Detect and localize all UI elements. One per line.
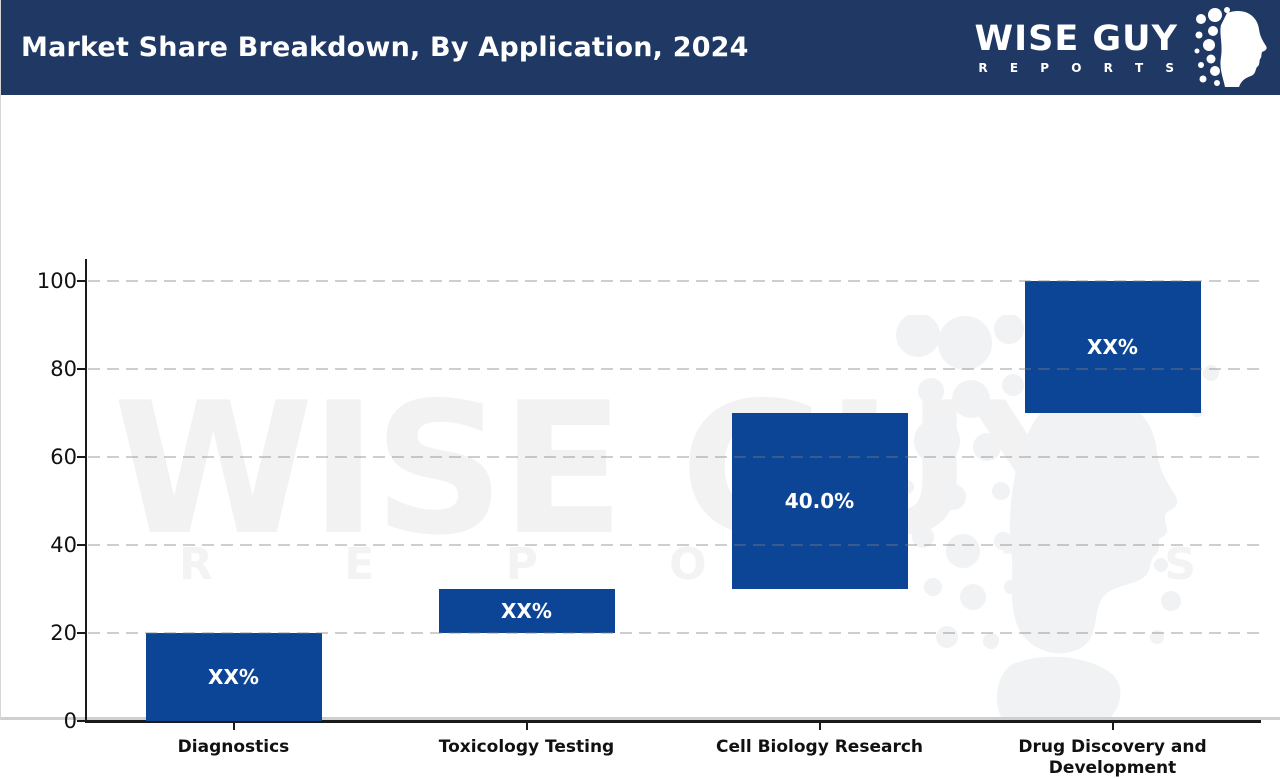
y-tick-label: 100 xyxy=(36,269,77,293)
gridline xyxy=(88,280,1259,282)
bar: XX% xyxy=(438,589,615,633)
x-axis-tick xyxy=(232,722,235,730)
plot-area: 0 20 40 60 80 100 XX% XX% 40.0% XX% Diagnostics Tox… xyxy=(37,259,1261,778)
y-axis-tick xyxy=(77,544,85,546)
y-axis-tick xyxy=(77,632,85,634)
x-axis-tick xyxy=(1111,722,1114,730)
page-title: Market Share Breakdown, By Application, … xyxy=(21,32,749,63)
y-tick-label: 80 xyxy=(50,357,77,381)
y-axis-tick xyxy=(77,368,85,370)
y-tick-label: 0 xyxy=(63,709,77,733)
gridline xyxy=(88,632,1259,634)
bar-value-label: 40.0% xyxy=(784,489,855,513)
header-bar: Market Share Breakdown, By Application, … xyxy=(1,0,1280,95)
y-axis-line xyxy=(85,259,87,721)
category-label: Toxicology Testing xyxy=(438,737,615,757)
gridline xyxy=(88,456,1259,458)
y-tick-label: 60 xyxy=(50,445,77,469)
y-tick-label: 40 xyxy=(50,533,77,557)
logo-wordmark: WISE GUY R E P O R T S xyxy=(969,18,1183,75)
bar: XX% xyxy=(1024,281,1201,413)
category-label: Cell Biology Research xyxy=(715,737,924,757)
bar-value-label: XX% xyxy=(208,665,259,689)
bar-value-label: XX% xyxy=(1087,335,1138,359)
y-axis-tick xyxy=(77,280,85,282)
y-axis-tick xyxy=(77,720,85,722)
y-tick-label: 20 xyxy=(50,621,77,645)
watermark-wiseguy-text: WISE GUY xyxy=(113,363,1101,575)
logo-name-text: WISE GUY xyxy=(974,18,1178,59)
x-axis-tick xyxy=(818,722,821,730)
chart-canvas: WISE GUY R E P O R T S 0 20 40 60 80 100 XX% XX… xyxy=(1,95,1280,778)
gridline xyxy=(88,544,1259,546)
bar: XX% xyxy=(145,633,322,721)
watermark-head-icon xyxy=(888,315,1219,717)
bar: 40.0% xyxy=(731,413,908,589)
gridline xyxy=(88,368,1259,370)
bar-value-label: XX% xyxy=(501,599,552,623)
category-label: Diagnostics xyxy=(177,737,290,757)
bottom-border xyxy=(1,717,1280,720)
logo-reports-text: R E P O R T S xyxy=(978,60,1183,75)
category-label: Drug Discovery and Development xyxy=(1018,737,1207,778)
wise-guy-logo: WISE GUY R E P O R T S xyxy=(969,6,1267,89)
y-axis-tick xyxy=(77,456,85,458)
logo-head-icon xyxy=(1194,6,1267,87)
x-axis-tick xyxy=(525,722,528,730)
